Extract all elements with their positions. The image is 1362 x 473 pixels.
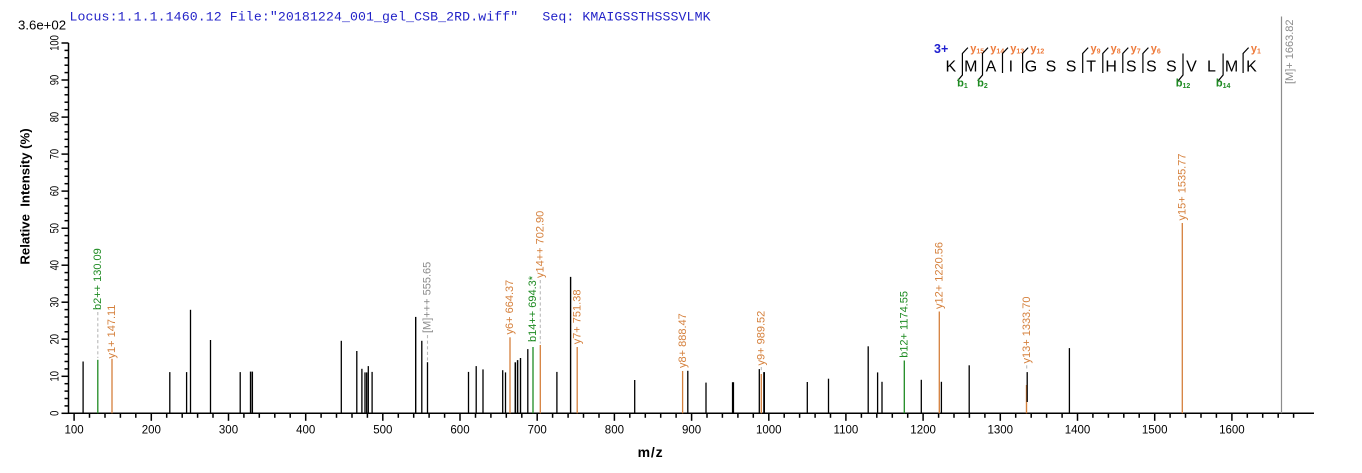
- svg-text:0: 0: [48, 411, 62, 416]
- svg-text:1400: 1400: [1065, 425, 1091, 437]
- svg-text:y7+ 751.38: y7+ 751.38: [571, 290, 583, 345]
- svg-text:H: H: [1105, 59, 1117, 76]
- svg-text:y8+ 888.47: y8+ 888.47: [677, 313, 689, 368]
- svg-text:T: T: [1086, 59, 1096, 76]
- svg-text:I: I: [1009, 59, 1013, 76]
- svg-text:1300: 1300: [988, 425, 1014, 437]
- svg-text:800: 800: [605, 425, 624, 437]
- svg-text:K: K: [1246, 59, 1257, 76]
- svg-text:1500: 1500: [1142, 425, 1168, 437]
- svg-text:M: M: [964, 59, 977, 76]
- svg-text:y6+ 664.37: y6+ 664.37: [504, 280, 516, 335]
- svg-text:A: A: [986, 59, 997, 76]
- svg-text:y6: y6: [1151, 43, 1161, 55]
- svg-text:K: K: [945, 59, 956, 76]
- svg-text:y13+ 1333.70: y13+ 1333.70: [1021, 297, 1033, 364]
- svg-text:S: S: [1166, 59, 1177, 76]
- svg-text:y7: y7: [1131, 43, 1141, 55]
- svg-text:b1: b1: [957, 78, 968, 90]
- svg-text:400: 400: [296, 425, 315, 437]
- svg-text:y15+ 1535.77: y15+ 1535.77: [1177, 154, 1189, 221]
- svg-text:y12+ 1220.56: y12+ 1220.56: [934, 242, 946, 309]
- svg-text:80: 80: [48, 112, 62, 123]
- svg-text:30: 30: [48, 297, 62, 308]
- svg-text:y1: y1: [1251, 43, 1261, 55]
- svg-text:1100: 1100: [834, 425, 859, 437]
- svg-text:V: V: [1186, 59, 1197, 76]
- svg-text:300: 300: [219, 425, 238, 437]
- svg-text:L: L: [1207, 59, 1216, 76]
- svg-text:1200: 1200: [910, 425, 936, 437]
- svg-text:y9: y9: [1091, 43, 1101, 55]
- svg-text:S: S: [1146, 59, 1157, 76]
- svg-text:b14++ 694.3*: b14++ 694.3*: [527, 275, 539, 342]
- svg-text:100: 100: [65, 425, 84, 437]
- svg-text:10: 10: [48, 371, 62, 382]
- svg-text:S: S: [1066, 59, 1077, 76]
- svg-text:200: 200: [142, 425, 161, 437]
- svg-text:70: 70: [48, 149, 62, 160]
- svg-text:y8: y8: [1111, 43, 1121, 55]
- svg-text:m/z: m/z: [638, 444, 664, 460]
- svg-text:y9+ 989.52: y9+ 989.52: [756, 311, 768, 366]
- svg-text:60: 60: [48, 186, 62, 197]
- svg-text:Relative Intensity (%): Relative Intensity (%): [17, 128, 32, 264]
- svg-text:y14++ 702.90: y14++ 702.90: [535, 211, 547, 278]
- svg-text:M: M: [1225, 59, 1238, 76]
- svg-text:500: 500: [373, 425, 392, 437]
- svg-text:3.6e+02: 3.6e+02: [18, 18, 66, 33]
- svg-text:[M]+++ 555.65: [M]+++ 555.65: [422, 262, 434, 333]
- svg-text:700: 700: [528, 425, 547, 437]
- svg-text:3+: 3+: [934, 42, 948, 56]
- svg-text:S: S: [1126, 59, 1137, 76]
- svg-text:40: 40: [48, 260, 62, 271]
- svg-text:[M]+ 1663.82: [M]+ 1663.82: [1284, 19, 1296, 84]
- svg-text:50: 50: [48, 223, 62, 234]
- svg-text:y1+ 147.11: y1+ 147.11: [106, 305, 118, 359]
- svg-text:b2++ 130.09: b2++ 130.09: [92, 248, 104, 310]
- svg-text:20: 20: [48, 334, 62, 345]
- svg-text:1000: 1000: [756, 425, 782, 437]
- svg-text:100: 100: [48, 35, 62, 51]
- svg-text:900: 900: [682, 425, 701, 437]
- svg-text:Locus:1.1.1.1460.12 File:"2018: Locus:1.1.1.1460.12 File:"20181224_001_g…: [70, 10, 711, 25]
- svg-text:S: S: [1046, 59, 1057, 76]
- svg-text:90: 90: [48, 75, 62, 86]
- svg-text:600: 600: [450, 425, 469, 437]
- svg-text:b12+ 1174.55: b12+ 1174.55: [899, 291, 911, 358]
- svg-text:b2: b2: [977, 78, 988, 90]
- svg-text:1600: 1600: [1219, 425, 1245, 437]
- svg-text:G: G: [1025, 59, 1037, 76]
